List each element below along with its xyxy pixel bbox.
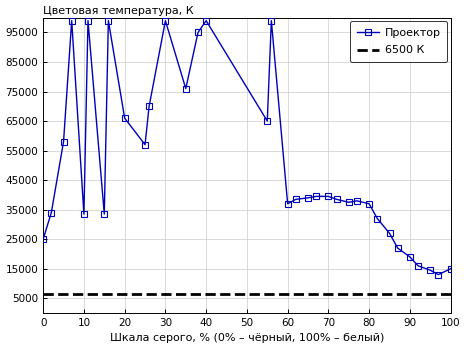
Проектор xyxy=(142,143,148,147)
Проектор xyxy=(195,30,201,35)
Проектор xyxy=(346,200,351,205)
Проектор xyxy=(69,18,75,23)
Проектор xyxy=(293,197,299,201)
Проектор xyxy=(326,194,331,199)
Проектор xyxy=(102,212,107,216)
Проектор xyxy=(122,116,128,120)
6500 К xyxy=(41,292,46,296)
Line: Проектор: Проектор xyxy=(41,18,453,277)
Проектор xyxy=(48,210,54,215)
Проектор xyxy=(448,267,453,271)
Text: Цветовая температура, К: Цветовая температура, К xyxy=(43,6,194,16)
Проектор xyxy=(265,119,270,123)
Проектор xyxy=(163,18,168,23)
Проектор xyxy=(334,197,339,201)
Проектор xyxy=(313,194,319,199)
Проектор xyxy=(395,246,400,250)
Проектор xyxy=(203,18,209,23)
Проектор xyxy=(407,255,413,259)
Проектор xyxy=(427,268,433,272)
Проектор xyxy=(366,202,372,206)
Проектор xyxy=(354,199,360,203)
Проектор xyxy=(415,264,421,268)
X-axis label: Шкала серого, % (0% – чёрный, 100% – белый): Шкала серого, % (0% – чёрный, 100% – бел… xyxy=(110,333,384,343)
Проектор xyxy=(61,140,66,144)
Проектор xyxy=(268,18,274,23)
Проектор xyxy=(146,104,152,109)
Проектор xyxy=(106,18,111,23)
Проектор xyxy=(375,216,380,221)
Проектор xyxy=(41,237,46,241)
Legend: Проектор, 6500 К: Проектор, 6500 К xyxy=(350,21,447,62)
Проектор xyxy=(436,273,441,277)
Проектор xyxy=(387,231,392,235)
Проектор xyxy=(305,196,311,200)
Проектор xyxy=(81,212,87,216)
6500 К xyxy=(44,292,50,296)
Проектор xyxy=(183,87,189,91)
Проектор xyxy=(285,202,290,206)
Проектор xyxy=(85,18,91,23)
